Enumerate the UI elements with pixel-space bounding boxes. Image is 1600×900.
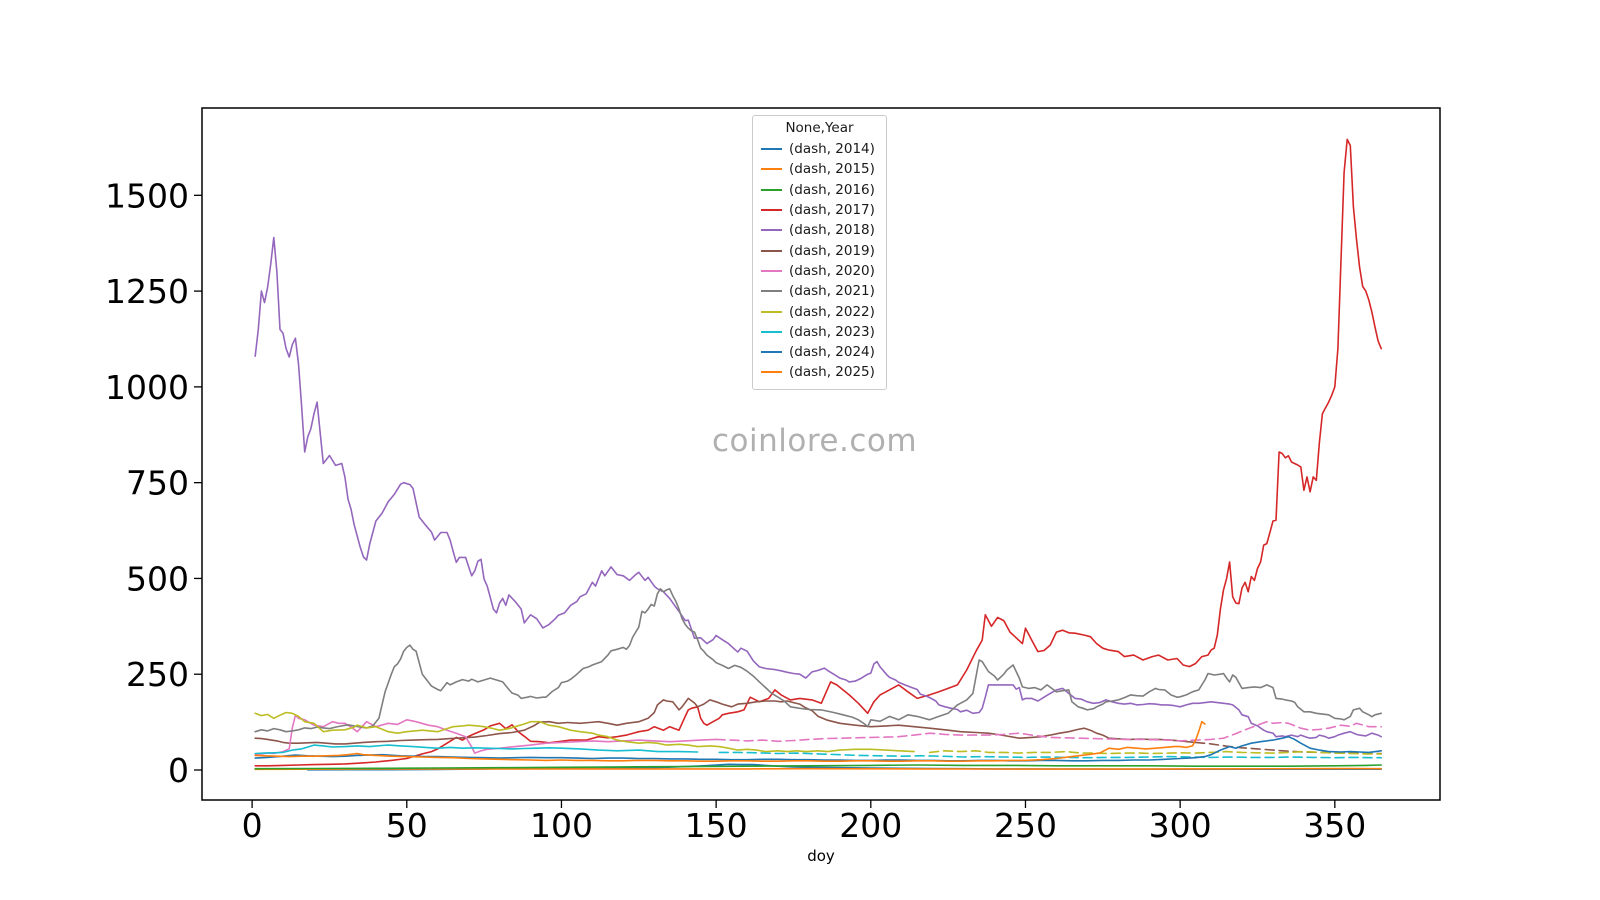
legend-item-label: (dash, 2015) xyxy=(789,161,875,178)
legend-line-sample xyxy=(761,371,782,374)
x-tick-label: 250 xyxy=(994,806,1057,845)
x-axis-label: doy xyxy=(807,847,835,865)
y-tick-label: 1000 xyxy=(105,368,189,407)
legend-line-sample xyxy=(761,188,782,191)
series-line (dash, 2022) xyxy=(928,750,1382,755)
y-tick-label: 250 xyxy=(126,655,189,694)
x-tick-label: 350 xyxy=(1303,806,1366,845)
legend-item-label: (dash, 2021) xyxy=(789,283,875,300)
legend-line-sample xyxy=(761,310,782,313)
series-line (dash, 2016) xyxy=(254,764,1382,770)
series-line (dash, 2021) xyxy=(254,588,1382,733)
legend-item: (dash, 2024) xyxy=(753,342,886,362)
watermark: coinlore.com xyxy=(712,423,918,459)
legend-title: None,Year xyxy=(785,120,854,136)
series-line (dash, 2023) xyxy=(718,751,1382,759)
legend-item-label: (dash, 2024) xyxy=(789,344,875,361)
legend-item-label: (dash, 2017) xyxy=(789,202,875,219)
y-tick-label: 1500 xyxy=(105,176,189,215)
legend-line-sample xyxy=(761,249,782,252)
legend-item: (dash, 2016) xyxy=(753,180,886,200)
legend-line-sample xyxy=(761,290,782,293)
legend-line-sample xyxy=(761,148,782,151)
legend-item: (dash, 2025) xyxy=(753,362,886,382)
legend-item-label: (dash, 2022) xyxy=(789,303,875,320)
legend-line-sample xyxy=(761,330,782,333)
series-line (dash, 2020) xyxy=(254,714,717,756)
legend-item-label: (dash, 2014) xyxy=(789,141,875,158)
legend-line-sample xyxy=(761,209,782,212)
series-line (dash, 2019) xyxy=(254,697,1197,745)
series-line (dash, 2025) xyxy=(254,720,1206,762)
series-line (dash, 2015) xyxy=(254,767,1382,771)
legend-item-label: (dash, 2025) xyxy=(789,364,875,381)
series-line (dash, 2022) xyxy=(254,711,915,753)
series-line (dash, 2018) xyxy=(254,236,1382,739)
legend-item: (dash, 2015) xyxy=(753,159,886,179)
legend-line-sample xyxy=(761,269,782,272)
legend-item: (dash, 2017) xyxy=(753,200,886,220)
x-tick-label: 200 xyxy=(839,806,902,845)
x-tick-label: 150 xyxy=(685,806,748,845)
legend-line-sample xyxy=(761,229,782,232)
legend-line-sample xyxy=(761,351,782,354)
legend-item: (dash, 2014) xyxy=(753,139,886,159)
x-tick-label: 50 xyxy=(386,806,428,845)
legend-item: (dash, 2023) xyxy=(753,322,886,342)
legend-item-label: (dash, 2018) xyxy=(789,222,875,239)
legend-item-label: (dash, 2016) xyxy=(789,181,875,198)
legend: None,Year (dash, 2014) (dash, 2015) (dash,… xyxy=(752,115,887,390)
x-tick-label: 300 xyxy=(1149,806,1212,845)
series-line (dash, 2020) xyxy=(715,720,1382,743)
y-tick-label: 500 xyxy=(126,559,189,598)
y-tick-label: 0 xyxy=(168,751,189,790)
legend-item-label: (dash, 2019) xyxy=(789,242,875,259)
legend-rows: (dash, 2014) (dash, 2015) (dash, 2016) (das… xyxy=(753,139,886,383)
y-tick-label: 1250 xyxy=(105,272,189,311)
legend-item: (dash, 2020) xyxy=(753,261,886,281)
legend-item: (dash, 2018) xyxy=(753,220,886,240)
x-tick-label: 0 xyxy=(242,806,263,845)
legend-item: (dash, 2022) xyxy=(753,301,886,321)
legend-item-label: (dash, 2023) xyxy=(789,323,875,340)
plot-frame xyxy=(201,107,1441,801)
legend-line-sample xyxy=(761,168,782,171)
legend-item: (dash, 2021) xyxy=(753,281,886,301)
y-tick-label: 750 xyxy=(126,464,189,503)
legend-item-label: (dash, 2020) xyxy=(789,262,875,279)
x-tick-label: 100 xyxy=(530,806,593,845)
legend-item: (dash, 2019) xyxy=(753,240,886,260)
series-line (dash, 2023) xyxy=(254,744,699,755)
